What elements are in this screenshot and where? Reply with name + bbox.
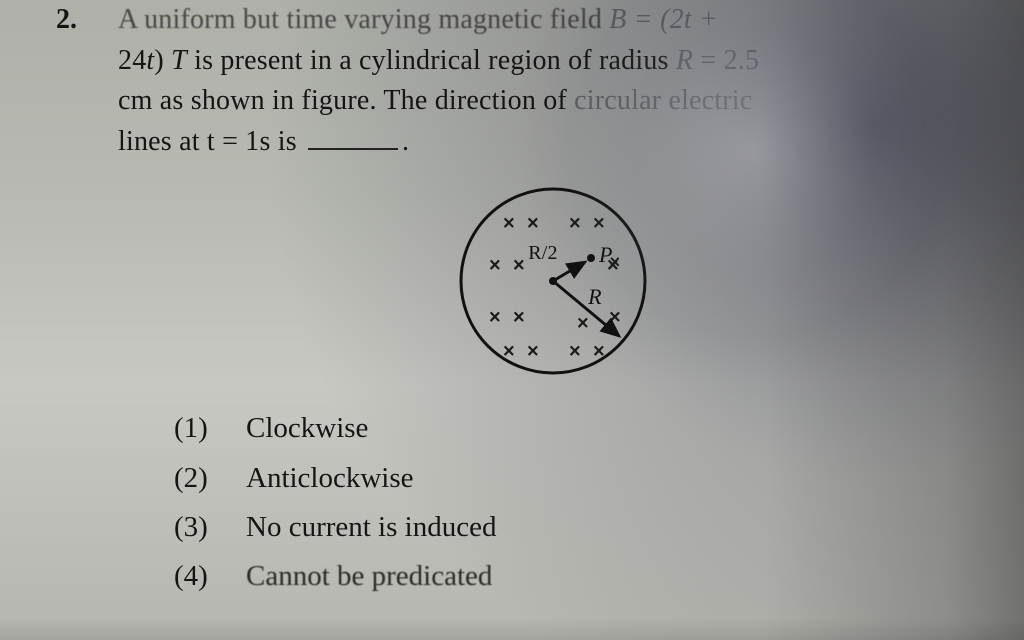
fill-blank — [308, 137, 398, 150]
svg-text:×: × — [569, 213, 581, 235]
q-line1-prefix: A uniform but time varying magnetic fiel… — [118, 4, 609, 35]
svg-text:×: × — [593, 341, 605, 363]
option-2-text: Anticlockwise — [246, 454, 414, 503]
svg-text:×: × — [577, 313, 589, 335]
q-line-4: lines at t = 1s is . — [118, 122, 988, 163]
q-paren: ) — [154, 45, 171, 76]
svg-text:×: × — [503, 341, 515, 363]
svg-text:×: × — [527, 341, 539, 363]
svg-text:×: × — [513, 255, 525, 277]
label-r-half: R/2 — [528, 242, 558, 264]
arrow-r-half — [553, 262, 585, 281]
option-2-num: (2) — [174, 454, 226, 503]
q-line1-faded: B = (2t + — [609, 4, 718, 35]
q-bigT: T — [171, 45, 187, 76]
svg-text:×: × — [489, 307, 501, 329]
q-l4b: . — [402, 126, 409, 157]
question-row: 2. A uniform but time varying magnetic f… — [56, 0, 988, 404]
q-l3b: circular electric — [574, 85, 752, 116]
option-4-num: (4) — [174, 552, 226, 601]
option-2: (2) Anticlockwise — [174, 454, 988, 503]
figure-wrap: ××××××××××××××× R/2 P × R — [118, 176, 988, 386]
q-24: 24 — [118, 45, 146, 76]
point-p-dot — [587, 254, 595, 262]
option-3-text: No current is induced — [246, 503, 496, 552]
label-r: R — [587, 284, 602, 309]
option-1: (1) Clockwise — [174, 404, 988, 453]
svg-text:×: × — [609, 307, 621, 329]
q-Rvar: R — [676, 45, 693, 76]
question-number: 2. — [56, 0, 90, 36]
svg-text:×: × — [527, 213, 539, 235]
option-1-text: Clockwise — [246, 404, 368, 453]
svg-text:×: × — [489, 255, 501, 277]
option-4-text: Cannot be predicated — [246, 552, 492, 601]
option-3-num: (3) — [174, 503, 226, 552]
option-4: (4) Cannot be predicated — [174, 552, 988, 601]
q-mid: is present in a cylindrical region of ra… — [187, 45, 676, 76]
svg-text:×: × — [569, 341, 581, 363]
svg-text:×: × — [593, 213, 605, 235]
option-3: (3) No current is induced — [174, 503, 988, 552]
svg-text:×: × — [513, 307, 525, 329]
bottom-crop-shadow — [0, 618, 1024, 640]
page: 2. A uniform but time varying magnetic f… — [0, 0, 1024, 602]
svg-text:×: × — [503, 213, 515, 235]
option-1-num: (1) — [174, 404, 226, 453]
options-list: (1) Clockwise (2) Anticlockwise (3) No c… — [174, 404, 988, 601]
q-Rval: = 2.5 — [693, 45, 759, 76]
q-l3a: cm as shown in figure. The direction of — [118, 85, 574, 116]
figure-svg: ××××××××××××××× R/2 P × R — [443, 176, 663, 386]
q-line-1: A uniform but time varying magnetic fiel… — [118, 0, 988, 41]
q-line-2: 24t) T is present in a cylindrical regio… — [118, 41, 988, 82]
question-body: A uniform but time varying magnetic fiel… — [118, 0, 988, 404]
q-line-3: cm as shown in figure. The direction of … — [118, 81, 988, 122]
q-l4a: lines at t = 1s is — [118, 126, 304, 157]
label-p-cross: × — [610, 252, 621, 272]
